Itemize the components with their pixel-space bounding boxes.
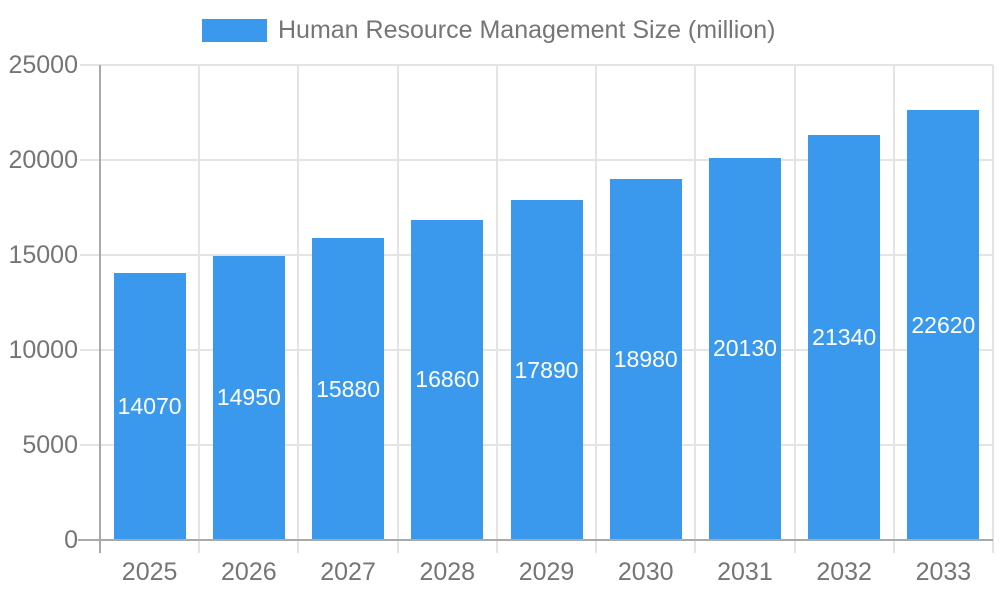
vertical-gridline [892,65,895,553]
bar-2032: 21340 [808,134,881,540]
vertical-gridline [595,65,598,553]
y-axis-tick-label: 5000 [22,431,78,459]
legend-label: Human Resource Management Size (million) [278,16,776,44]
bar-2029: 17890 [510,200,583,540]
y-axis-tick-label: 20000 [8,146,78,174]
bar-value-label: 22620 [911,311,976,338]
x-axis-tick-label: 2030 [617,558,674,586]
bar-value-label: 14950 [216,384,281,411]
vertical-gridline [297,65,300,553]
bar-2026: 14950 [212,255,285,540]
bar-2025: 14070 [113,272,186,540]
vertical-gridline [793,65,796,553]
y-axis-tick-label: 25000 [8,51,78,79]
bar-2030: 18980 [609,179,682,540]
y-axis-line [99,65,101,553]
y-axis-tick-label: 0 [64,526,78,554]
bar-value-label: 17890 [514,356,579,383]
y-axis-tick-label: 10000 [8,336,78,364]
bar-value-label: 20130 [712,335,777,362]
bar-value-label: 18980 [613,346,678,373]
vertical-gridline [694,65,697,553]
x-axis-tick-label: 2026 [221,558,277,586]
x-axis-tick-label: 2028 [419,558,476,586]
x-axis-tick-label: 2029 [518,558,575,586]
x-axis-tick-label: 2031 [717,558,773,586]
bar-2033: 22620 [907,110,980,540]
x-axis-tick-label: 2033 [915,558,972,586]
x-axis-line [78,539,993,541]
vertical-gridline [396,65,399,553]
bar-value-label: 14070 [117,392,182,419]
vertical-gridline [198,65,201,553]
horizontal-gridline [80,64,993,66]
bar-value-label: 15880 [316,375,381,402]
x-axis-tick-label: 2032 [816,558,872,586]
vertical-gridline [495,65,498,553]
bar-value-label: 21340 [812,323,877,350]
bar-2027: 15880 [312,238,385,540]
horizontal-gridline [80,159,993,161]
legend-item[interactable]: Human Resource Management Size (million) [202,16,775,45]
x-axis-tick-label: 2027 [320,558,376,586]
x-axis-tick-label: 2025 [121,558,178,586]
legend-swatch [202,19,267,42]
bar-value-label: 16860 [415,366,480,393]
bar-2028: 16860 [411,219,484,540]
bar-2031: 20130 [708,157,781,540]
y-axis-tick-label: 15000 [8,241,78,269]
vertical-gridline [992,65,994,553]
